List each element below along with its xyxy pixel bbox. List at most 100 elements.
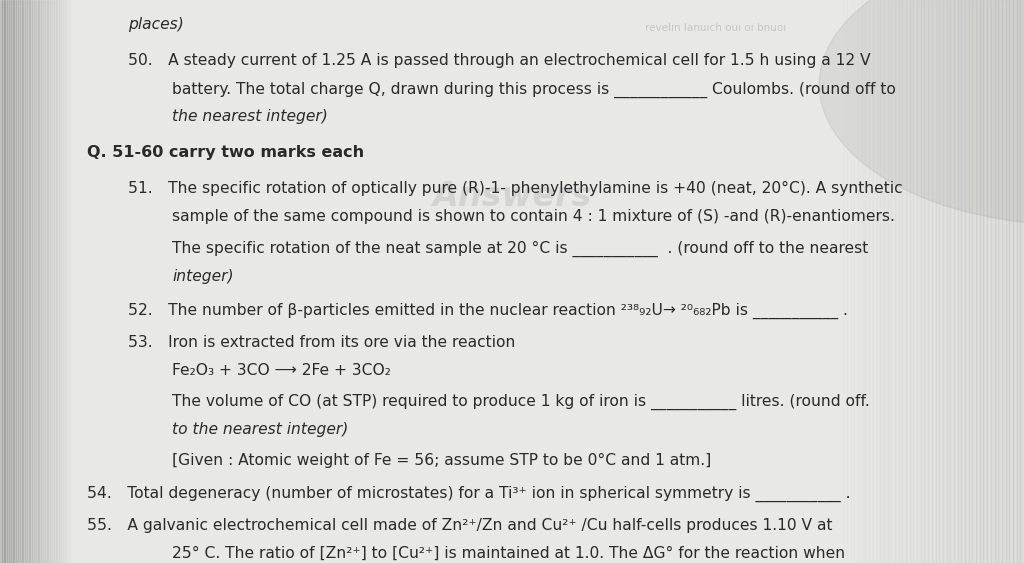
- Text: 54. Total degeneracy (number of microstates) for a Ti³⁺ ion in spherical symmetr: 54. Total degeneracy (number of microsta…: [87, 485, 851, 502]
- Text: 52. The number of β-particles emitted in the nuclear reaction ²³⁸₉₂U→ ²⁰₆₈₂Pb is: 52. The number of β-particles emitted in…: [128, 303, 848, 319]
- Bar: [965, 0, 969, 563]
- Ellipse shape: [819, 0, 1024, 225]
- Bar: [881, 0, 884, 563]
- Bar: [55, 0, 57, 563]
- Bar: [962, 0, 965, 563]
- Bar: [994, 0, 998, 563]
- Text: integer): integer): [172, 269, 233, 284]
- Bar: [987, 0, 991, 563]
- Bar: [844, 0, 847, 563]
- Bar: [43, 0, 45, 563]
- Bar: [902, 0, 906, 563]
- Bar: [1020, 0, 1024, 563]
- Bar: [40, 0, 41, 563]
- Bar: [36, 0, 38, 563]
- Bar: [918, 0, 921, 563]
- Bar: [62, 0, 65, 563]
- Bar: [851, 0, 854, 563]
- Text: places): places): [128, 17, 183, 32]
- Bar: [1013, 0, 1017, 563]
- Text: revelın lanuıch ouı oı bnuoı: revelın lanuıch ouı oı bnuoı: [645, 23, 786, 33]
- Bar: [10, 0, 12, 563]
- Text: Fe₂O₃ + 3CO ⟶ 2Fe + 3CO₂: Fe₂O₃ + 3CO ⟶ 2Fe + 3CO₂: [172, 363, 391, 378]
- Bar: [12, 0, 14, 563]
- Bar: [41, 0, 43, 563]
- Bar: [991, 0, 994, 563]
- Text: 50. A steady current of 1.25 A is passed through an electrochemical cell for 1.5: 50. A steady current of 1.25 A is passed…: [128, 53, 870, 69]
- Bar: [980, 0, 983, 563]
- Bar: [27, 0, 29, 563]
- Text: Answers: Answers: [432, 180, 592, 213]
- Bar: [877, 0, 881, 563]
- Bar: [52, 0, 54, 563]
- Bar: [34, 0, 36, 563]
- Bar: [45, 0, 47, 563]
- Bar: [38, 0, 40, 563]
- Bar: [67, 0, 69, 563]
- Bar: [22, 0, 24, 563]
- Bar: [936, 0, 939, 563]
- Text: sample of the same compound is shown to contain 4 : 1 mixture of (S) -and (R)-en: sample of the same compound is shown to …: [172, 209, 895, 225]
- Bar: [928, 0, 932, 563]
- Text: The specific rotation of the neat sample at 20 °C is ___________  . (round off t: The specific rotation of the neat sample…: [172, 241, 868, 257]
- Bar: [19, 0, 22, 563]
- Bar: [869, 0, 872, 563]
- Bar: [865, 0, 869, 563]
- Bar: [1006, 0, 1010, 563]
- Text: 53. Iron is extracted from its ore via the reaction: 53. Iron is extracted from its ore via t…: [128, 335, 515, 350]
- Bar: [14, 0, 16, 563]
- Bar: [872, 0, 877, 563]
- Bar: [998, 0, 1001, 563]
- Bar: [5, 0, 7, 563]
- Bar: [2, 0, 4, 563]
- Bar: [854, 0, 858, 563]
- Text: battery. The total charge Q, drawn during this process is ____________ Coulombs.: battery. The total charge Q, drawn durin…: [172, 82, 896, 98]
- Bar: [946, 0, 950, 563]
- Bar: [25, 0, 27, 563]
- Bar: [61, 0, 62, 563]
- Bar: [909, 0, 913, 563]
- Bar: [1001, 0, 1006, 563]
- Bar: [7, 0, 9, 563]
- Bar: [29, 0, 31, 563]
- Bar: [913, 0, 918, 563]
- Bar: [68, 0, 70, 563]
- Bar: [925, 0, 928, 563]
- Text: 25° C. The ratio of [Zn²⁺] to [Cu²⁺] is maintained at 1.0. The ΔG° for the react: 25° C. The ratio of [Zn²⁺] to [Cu²⁺] is …: [172, 546, 845, 561]
- Bar: [50, 0, 52, 563]
- Bar: [1010, 0, 1013, 563]
- Bar: [847, 0, 851, 563]
- Bar: [895, 0, 899, 563]
- Bar: [18, 0, 19, 563]
- Text: Q. 51-60 carry two marks each: Q. 51-60 carry two marks each: [87, 145, 365, 160]
- Bar: [891, 0, 895, 563]
- Bar: [0, 0, 2, 563]
- Bar: [57, 0, 59, 563]
- Bar: [1017, 0, 1020, 563]
- Bar: [921, 0, 925, 563]
- Text: 51. The specific rotation of optically pure (R)-1- phenylethylamine is +40 (neat: 51. The specific rotation of optically p…: [128, 181, 902, 196]
- Bar: [899, 0, 902, 563]
- Bar: [24, 0, 26, 563]
- Bar: [4, 0, 5, 563]
- Bar: [70, 0, 72, 563]
- Bar: [48, 0, 50, 563]
- Bar: [906, 0, 909, 563]
- Bar: [957, 0, 962, 563]
- Bar: [31, 0, 33, 563]
- Bar: [932, 0, 936, 563]
- Bar: [47, 0, 48, 563]
- Bar: [943, 0, 946, 563]
- Bar: [54, 0, 55, 563]
- Bar: [973, 0, 976, 563]
- Bar: [954, 0, 957, 563]
- Bar: [884, 0, 888, 563]
- Bar: [976, 0, 980, 563]
- Bar: [840, 0, 844, 563]
- Bar: [969, 0, 973, 563]
- Bar: [983, 0, 987, 563]
- Bar: [16, 0, 18, 563]
- Text: The volume of CO (at STP) required to produce 1 kg of iron is ___________ litres: The volume of CO (at STP) required to pr…: [172, 394, 869, 410]
- Bar: [862, 0, 865, 563]
- Bar: [65, 0, 67, 563]
